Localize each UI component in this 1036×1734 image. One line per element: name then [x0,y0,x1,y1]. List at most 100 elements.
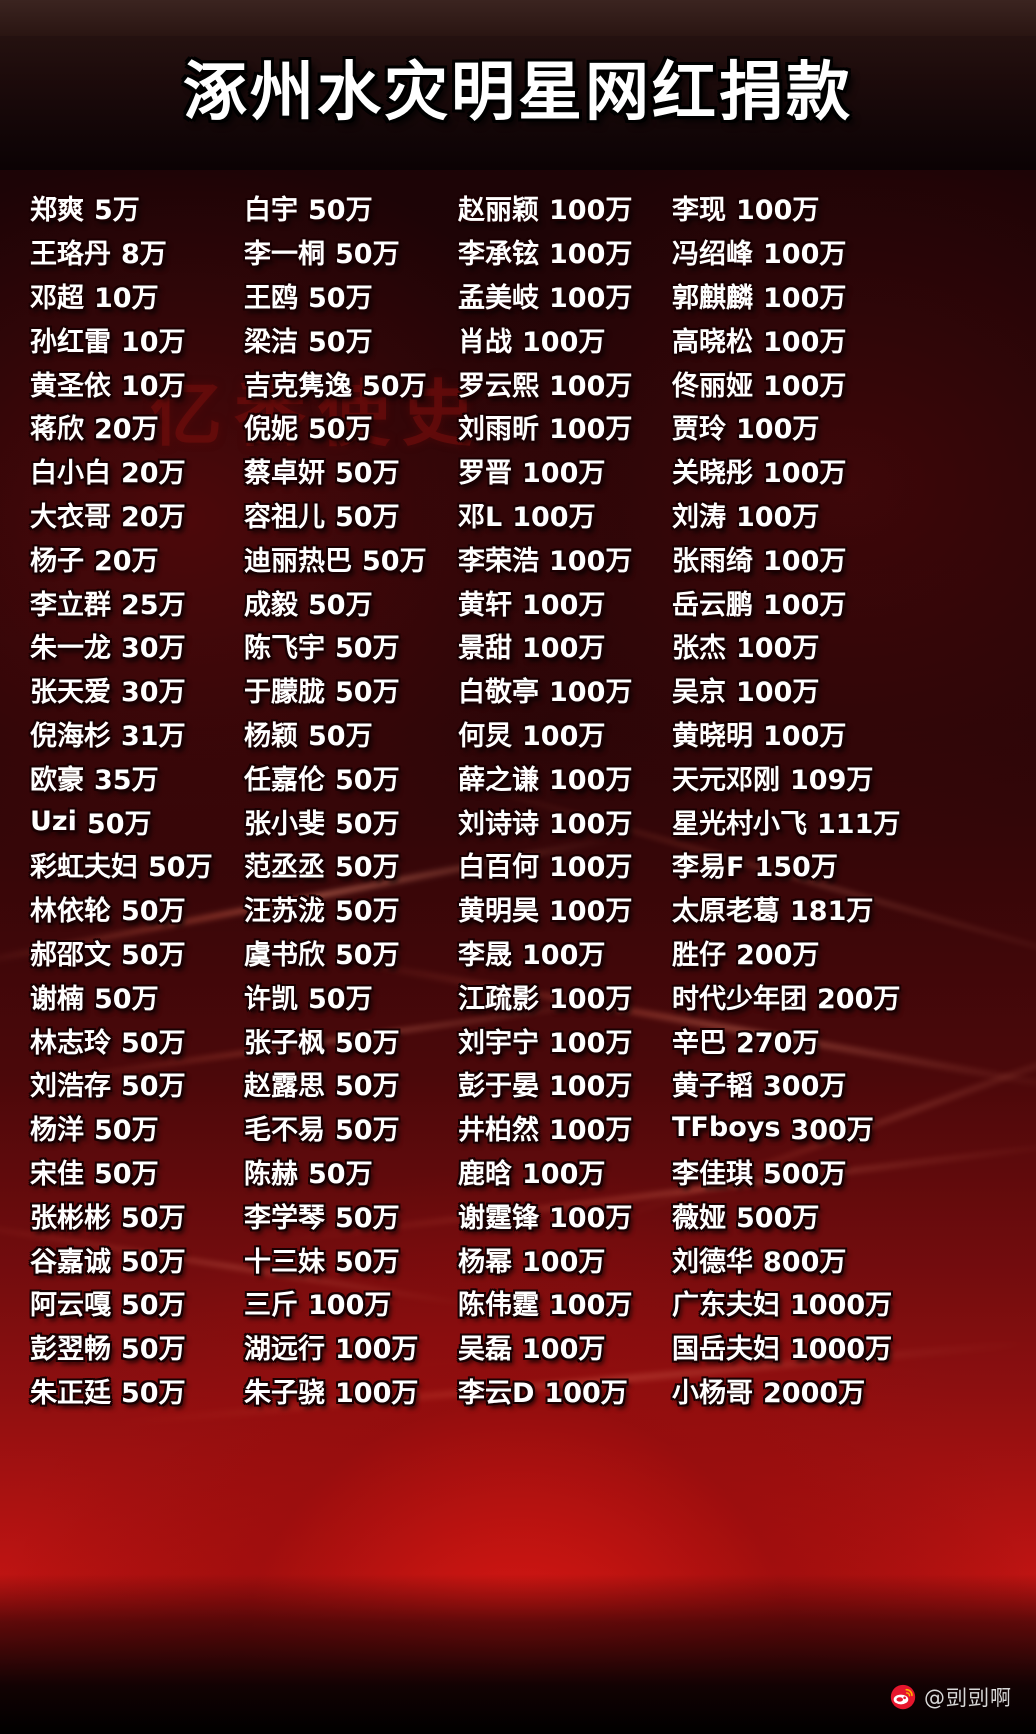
donation-amount: 50万 [121,1071,186,1103]
donation-amount: 50万 [121,1334,186,1366]
donor-name: 大衣哥 [30,501,111,533]
donation-row: 肖战 100万 [458,317,672,361]
donation-amount: 100万 [736,195,820,227]
donation-amount: 50万 [335,896,400,928]
donor-name: 刘德华 [672,1246,753,1278]
donor-name: 十三妹 [244,1246,325,1278]
donor-name: 林志玲 [30,1027,111,1059]
donation-amount: 50万 [86,808,152,840]
donation-amount: 100万 [549,1115,633,1147]
donor-name: 谢霆锋 [458,1202,539,1234]
donation-row: 罗晋 100万 [458,449,672,493]
donation-amount: 50万 [121,1246,186,1278]
donation-amount: 50万 [121,896,186,928]
donation-row: 倪海杉 31万 [30,712,244,756]
donation-row: 张彬彬 50万 [30,1193,244,1237]
donor-name: 关晓彤 [672,458,753,490]
donation-amount: 50万 [362,545,427,577]
donation-amount: 111万 [817,808,901,840]
donation-row: 刘宇宁 100万 [458,1018,672,1062]
donation-amount: 10万 [121,370,186,402]
donation-row: 刘涛 100万 [672,493,982,537]
donation-amount: 100万 [736,633,820,665]
donation-amount: 50万 [335,808,400,840]
donation-row: 赵丽颖 100万 [458,186,672,230]
donor-name: 邓L [458,501,503,533]
donation-row: 彭于晏 100万 [458,1062,672,1106]
donor-name: 陈赫 [244,1158,298,1190]
donation-row: 李承铉 100万 [458,230,672,274]
donation-amount: 100万 [522,939,606,971]
donation-row: 王鸥 50万 [244,274,458,318]
donor-name: 容祖儿 [244,501,325,533]
donor-name: 黄圣依 [30,370,111,402]
donor-name: 湖远行 [244,1334,325,1366]
donation-row: 吴磊 100万 [458,1325,672,1369]
donation-amount: 100万 [522,458,606,490]
donor-name: 陈飞宇 [244,633,325,665]
donation-row: 时代少年团 200万 [672,974,982,1018]
donation-amount: 200万 [736,939,820,971]
background-bottom-fade [0,1574,1036,1734]
donation-row: 薇娅 500万 [672,1193,982,1237]
donor-name: 王鸥 [244,282,298,314]
donor-name: 张小斐 [244,808,325,840]
donor-name: 贾玲 [672,414,726,446]
donor-name: 李佳琪 [672,1158,753,1190]
donation-row: TFboys 300万 [672,1106,982,1150]
donation-amount: 50万 [335,939,400,971]
donor-name: 李晟 [458,939,512,971]
donor-name: 冯绍峰 [672,239,753,271]
donor-name: 刘涛 [672,501,726,533]
donation-row: 胜仔 200万 [672,931,982,975]
donation-amount: 100万 [544,1377,628,1409]
donation-row: 彭翌畅 50万 [30,1325,244,1369]
donor-name: 林依轮 [30,896,111,928]
donor-name: 彭翌畅 [30,1334,111,1366]
donor-name: 国岳夫妇 [672,1334,780,1366]
donor-name: 于朦胧 [244,677,325,709]
donation-amount: 100万 [522,1158,606,1190]
donor-name: 李学琴 [244,1202,325,1234]
donation-amount: 50万 [94,1158,159,1190]
donation-amount: 35万 [94,764,159,796]
donation-amount: 50万 [335,458,400,490]
donation-amount: 1000万 [790,1290,893,1322]
donation-row: 李易F 150万 [672,843,982,887]
donor-name: 佟丽娅 [672,370,753,402]
donation-row: 李学琴 50万 [244,1193,458,1237]
donor-name: 成毅 [244,589,298,621]
donation-amount: 109万 [790,764,874,796]
donor-name: 白宇 [244,195,298,227]
donor-name: 景甜 [458,633,512,665]
donor-name: 张子枫 [244,1027,325,1059]
donation-amount: 100万 [763,370,847,402]
donation-row: 天元邓刚 109万 [672,755,982,799]
donor-name: 虞书欣 [244,939,325,971]
donor-name: 李易F [672,852,745,884]
donation-row: 孟美岐 100万 [458,274,672,318]
donation-row: 林依轮 50万 [30,887,244,931]
donation-amount: 500万 [736,1202,820,1234]
donation-column-4: 李现 100万 冯绍峰 100万 郭麒麟 100万 高晓松 100万 佟丽娅 100万 贾玲 100万… [672,186,982,1412]
donor-name: 蔡卓妍 [244,458,325,490]
poster-title-bar: 涿州水灾明星网红捐款 [0,36,1036,138]
donation-amount: 100万 [522,720,606,752]
donation-amount: 100万 [549,282,633,314]
donor-name: 李现 [672,195,726,227]
donation-amount: 50万 [335,1027,400,1059]
donor-name: 李云D [458,1377,535,1409]
donation-row: 王珞丹 8万 [30,230,244,274]
donor-name: 倪妮 [244,414,298,446]
donor-name: 胜仔 [672,939,726,971]
donation-amount: 50万 [335,1202,400,1234]
donation-amount: 100万 [549,239,633,271]
donor-name: 许凯 [244,983,298,1015]
donor-name: 李立群 [30,589,111,621]
donor-name: 谢楠 [30,983,84,1015]
donation-row: 郑爽 5万 [30,186,244,230]
donation-amount: 800万 [763,1246,847,1278]
donation-amount: 100万 [763,326,847,358]
donor-name: 黄子韬 [672,1071,753,1103]
